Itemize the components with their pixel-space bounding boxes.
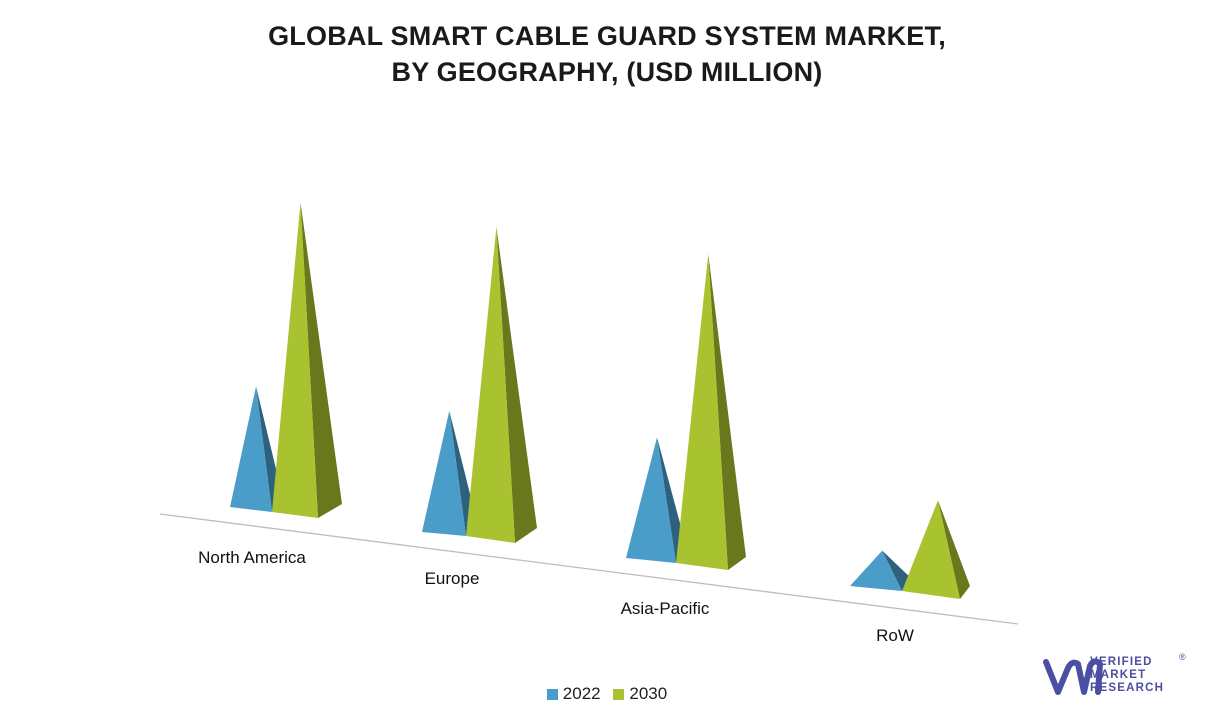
category-labels: North America Europe Asia-Pacific RoW	[198, 548, 914, 645]
category-label-asia-pacific: Asia-Pacific	[621, 599, 710, 618]
pyramid-side-asia-pacific-2030	[708, 253, 746, 570]
pyramid-europe-2022	[422, 410, 466, 536]
vmr-logo-icon	[1043, 658, 1103, 695]
pyramid-side-row-2030	[937, 500, 970, 599]
legend-swatch-2030	[613, 688, 625, 700]
category-label-row: RoW	[876, 626, 914, 645]
logo-line3: RESEARCH	[1090, 682, 1165, 694]
pyramid-asia-pacific-2022	[626, 437, 676, 563]
pyramid-north-america-2022	[230, 386, 272, 512]
pyramid-north-america-2030	[272, 202, 318, 518]
vmr-logo-text: VERIFIED MARKET RESEARCH	[1090, 656, 1164, 695]
legend-label-2022: 2022	[562, 684, 601, 703]
pyramid-side-north-america-2030	[300, 202, 342, 518]
pyramid-row-2022	[850, 550, 902, 591]
logo-line2: MARKET	[1090, 669, 1147, 681]
legend: 2022 2030	[0, 684, 1214, 705]
chart-title: GLOBAL SMART CABLE GUARD SYSTEM MARKET, …	[0, 18, 1214, 90]
category-label-north-america: North America	[198, 548, 306, 567]
chart-title-line1: GLOBAL SMART CABLE GUARD SYSTEM MARKET,	[268, 21, 946, 51]
legend-item-2022: 2022	[546, 684, 601, 704]
legend-item-2030: 2030	[613, 684, 667, 704]
pyramid-side-europe-2030	[496, 226, 537, 543]
floor-line	[159, 513, 1019, 625]
chart-marks	[230, 202, 970, 599]
legend-label-2030: 2030	[629, 684, 668, 703]
pyramid-europe-2030	[466, 226, 515, 543]
chart-title-line2: BY GEOGRAPHY, (USD MILLION)	[391, 57, 823, 87]
pyramid-row-2030	[902, 500, 960, 599]
pyramid-asia-pacific-2030	[676, 253, 728, 570]
legend-swatch-2022	[546, 688, 558, 700]
logo-line1: VERIFIED	[1090, 656, 1153, 668]
category-label-europe: Europe	[425, 569, 480, 588]
logo-registered-mark: ®	[1179, 652, 1186, 662]
